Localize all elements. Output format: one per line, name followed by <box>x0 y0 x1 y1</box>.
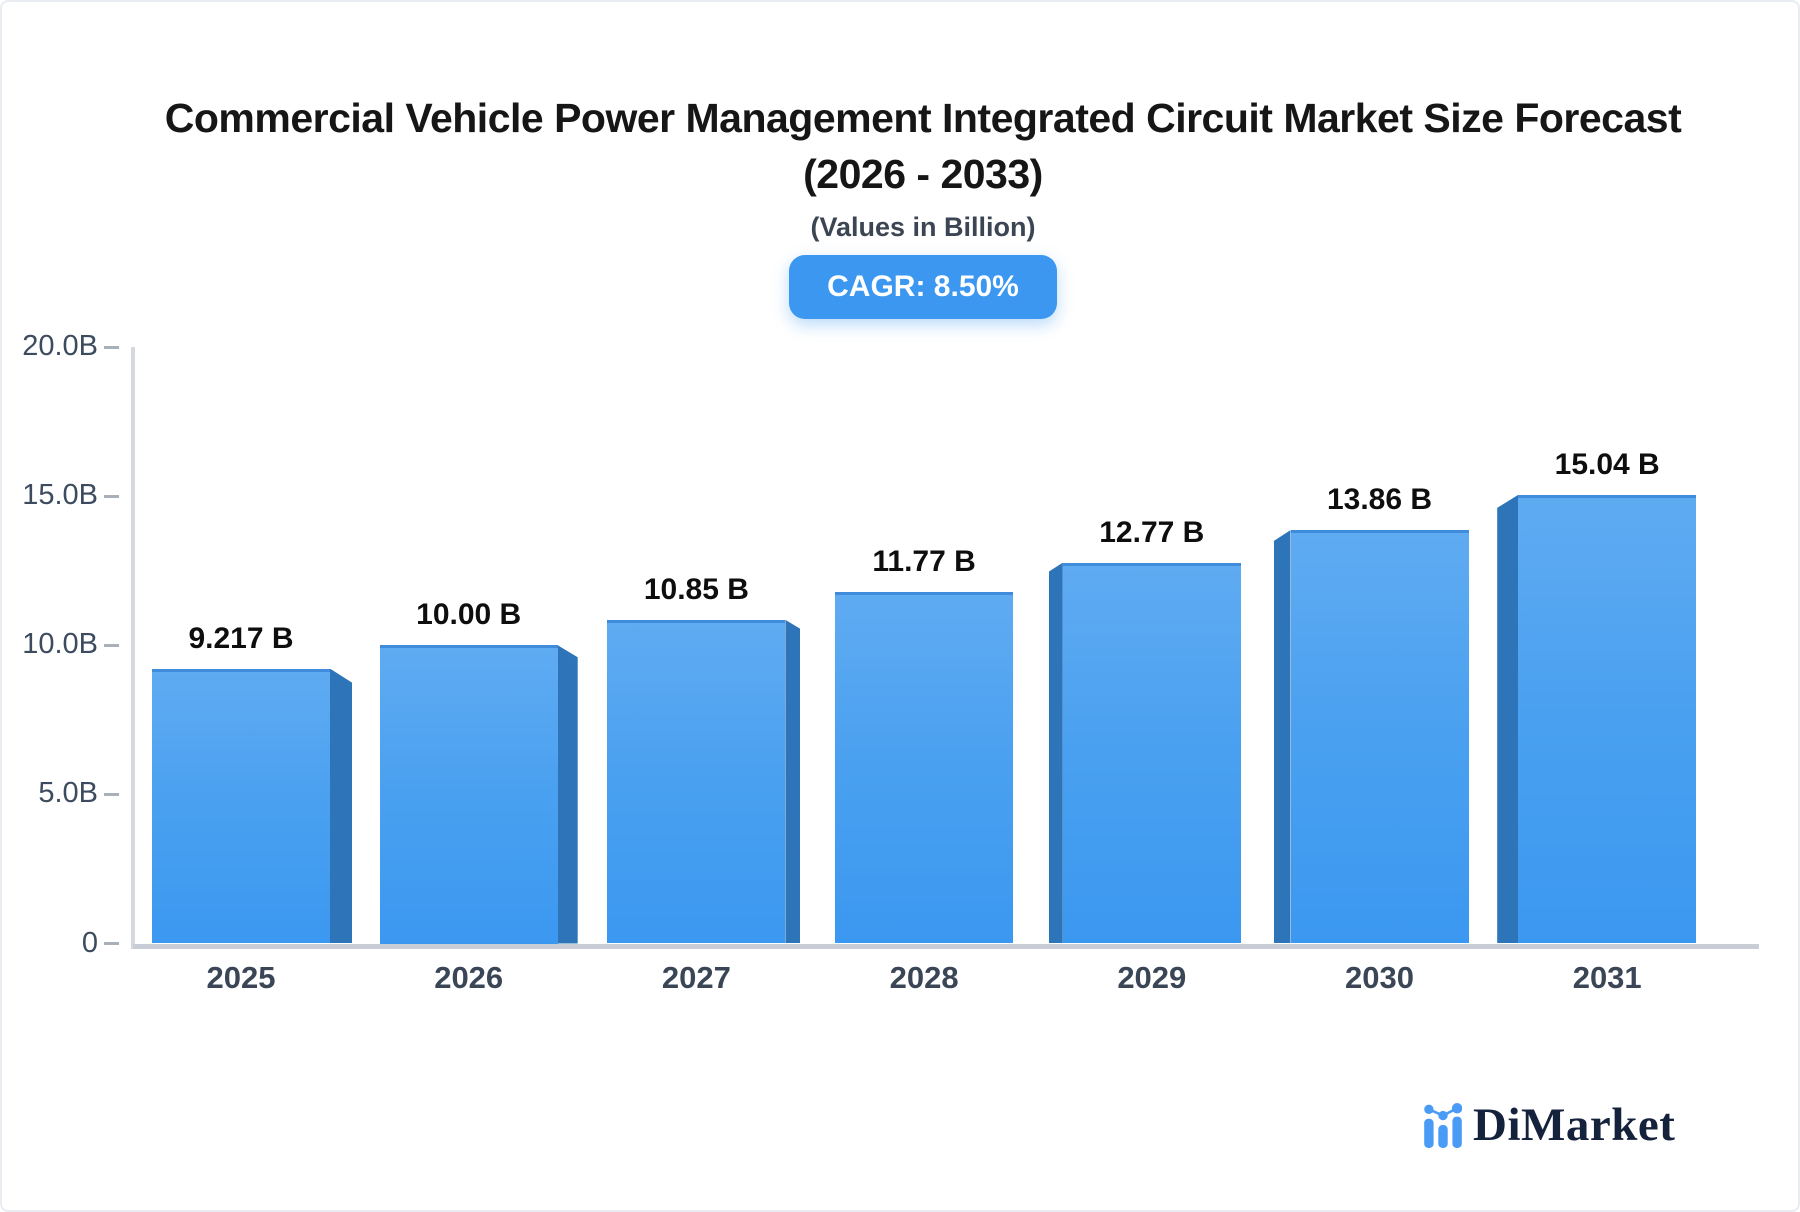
y-axis-tick-label: 10.0B <box>22 628 98 661</box>
bar-value-label: 12.77 B <box>1099 515 1205 549</box>
y-axis-line <box>131 347 135 949</box>
x-axis-label-2029: 2029 <box>1117 960 1187 995</box>
chart-title-line1: Commercial Vehicle Power Management Inte… <box>164 95 1682 141</box>
x-axis-label-2031: 2031 <box>1572 960 1642 995</box>
x-axis-label-2028: 2028 <box>889 960 959 995</box>
bar-2025[interactable] <box>152 668 330 944</box>
chart-title: Commercial Vehicle Power Management Inte… <box>44 90 1798 202</box>
cagr-badge: CAGR: 8.50% <box>789 255 1057 319</box>
logo-text: DiMarket <box>1473 1099 1676 1151</box>
y-axis-tick <box>104 792 119 796</box>
x-axis-label-2030: 2030 <box>1345 960 1414 995</box>
bar-2030[interactable] <box>1290 530 1469 944</box>
bar-3d-side-2025 <box>330 668 352 944</box>
bar-2031[interactable] <box>1518 494 1697 944</box>
y-axis-tick <box>104 345 119 349</box>
chart-subtitle: (Values in Billion) <box>810 212 1036 242</box>
bar-3d-side-2026 <box>557 645 578 944</box>
bar-value-label: 9.217 B <box>188 621 294 655</box>
y-axis-tick-label: 0 <box>81 926 98 959</box>
x-axis-label-2026: 2026 <box>434 960 504 995</box>
bar-3d-side-2027 <box>785 619 801 944</box>
bar-value-label: 10.00 B <box>416 598 522 632</box>
y-axis-tick <box>104 942 119 945</box>
bar-2029[interactable] <box>1062 562 1241 944</box>
chart-header: Commercial Vehicle Power Management Inte… <box>44 90 1798 319</box>
y-axis-tick-label: 5.0B <box>38 777 98 810</box>
bar-2028[interactable] <box>835 592 1014 944</box>
y-axis-tick <box>104 643 119 647</box>
x-axis-label-2025: 2025 <box>206 960 276 995</box>
chart-title-line2: (2026 - 2033) <box>803 151 1043 197</box>
bar-value-label: 10.85 B <box>643 572 749 606</box>
bar-value-label: 11.77 B <box>872 545 976 579</box>
x-axis-baseline <box>133 943 1759 949</box>
bar-3d-side-2030 <box>1273 530 1291 944</box>
y-axis-tick <box>104 494 119 498</box>
bar-3d-side-2031 <box>1497 494 1519 944</box>
x-axis-label-2027: 2027 <box>661 960 731 995</box>
bar-chart-logo-icon <box>1424 1103 1462 1148</box>
dimarket-logo[interactable]: DiMarket <box>1424 1098 1675 1152</box>
bar-value-label: 13.86 B <box>1326 483 1433 517</box>
y-axis-tick-label: 15.0B <box>22 479 98 512</box>
bar-2027[interactable] <box>607 619 786 944</box>
bar-3d-side-2029 <box>1048 562 1063 944</box>
bar-value-label: 15.04 B <box>1554 447 1660 481</box>
bar-2026[interactable] <box>379 645 558 944</box>
y-axis-tick-label: 20.0B <box>22 330 98 362</box>
